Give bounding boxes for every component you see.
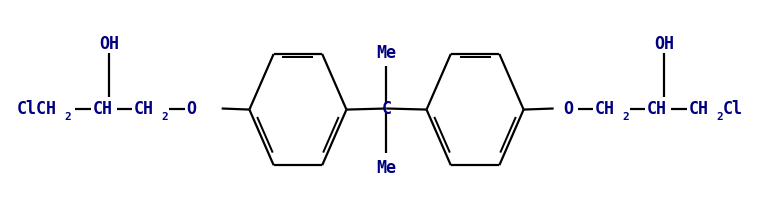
- Text: Me: Me: [376, 44, 397, 62]
- Text: CH: CH: [92, 100, 112, 117]
- Text: OH: OH: [654, 35, 674, 53]
- Text: Cl: Cl: [723, 100, 743, 117]
- Text: OH: OH: [99, 35, 119, 53]
- Text: O: O: [186, 100, 196, 117]
- Text: CH: CH: [594, 100, 615, 117]
- Text: CH: CH: [647, 100, 667, 117]
- Text: 2: 2: [716, 112, 723, 122]
- Text: 2: 2: [622, 112, 629, 122]
- Text: CH: CH: [134, 100, 154, 117]
- Text: C: C: [382, 100, 391, 117]
- Text: Me: Me: [376, 159, 397, 178]
- Text: 2: 2: [162, 112, 169, 122]
- Text: O: O: [564, 100, 574, 117]
- Text: 2: 2: [65, 112, 71, 122]
- Text: ClCH: ClCH: [17, 100, 56, 117]
- Text: CH: CH: [689, 100, 708, 117]
